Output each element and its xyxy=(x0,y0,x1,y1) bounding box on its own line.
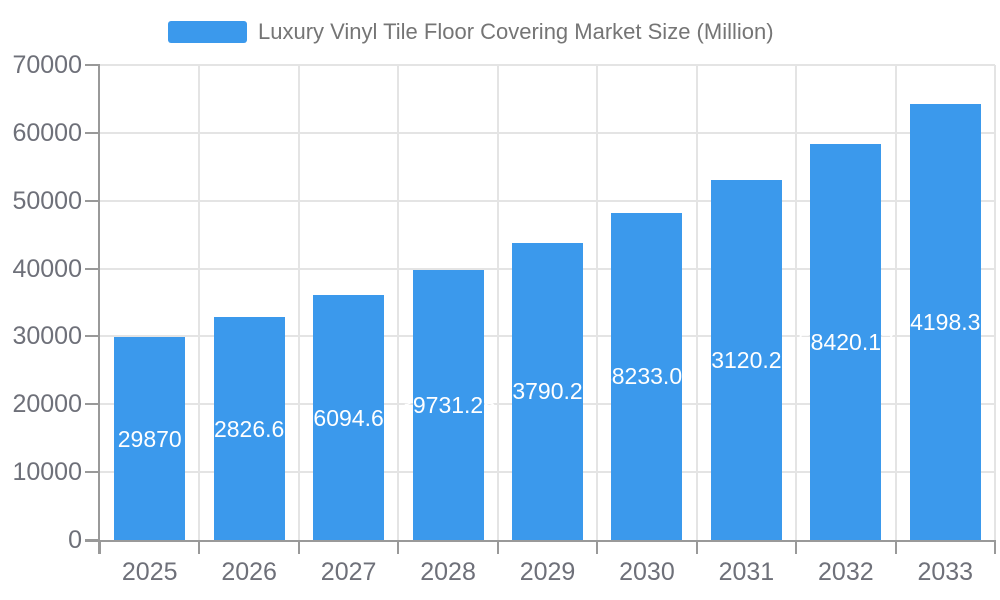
x-axis-label: 2025 xyxy=(121,558,178,586)
x-axis-label: 2031 xyxy=(718,558,775,586)
x-axis-label: 2027 xyxy=(320,558,377,586)
x-axis-label: 2028 xyxy=(420,558,476,586)
gridline-horizontal xyxy=(100,64,995,66)
x-axis-tick xyxy=(695,540,698,554)
gridline-vertical xyxy=(596,65,599,540)
gridline-vertical xyxy=(695,65,698,540)
gridline-vertical xyxy=(297,65,300,540)
x-axis-label: 2026 xyxy=(221,558,277,586)
y-axis-tick xyxy=(85,131,100,134)
gridline-vertical xyxy=(496,65,499,540)
x-axis-tick xyxy=(994,540,996,554)
gridline-vertical xyxy=(397,65,400,540)
x-axis-tick xyxy=(596,540,599,554)
y-axis-tick xyxy=(85,335,100,338)
bar-2025[interactable] xyxy=(114,337,186,540)
y-axis-label: 20000 xyxy=(12,390,82,419)
gridline-vertical xyxy=(994,65,996,540)
y-axis-label: 50000 xyxy=(12,186,82,215)
y-axis-label: 10000 xyxy=(12,458,82,487)
x-axis-tick xyxy=(99,540,101,554)
x-axis-label: 2030 xyxy=(619,558,675,586)
y-axis-label: 40000 xyxy=(12,254,82,283)
bar-2028[interactable] xyxy=(412,270,484,540)
bar-2032[interactable] xyxy=(810,143,882,540)
y-axis-label: 0 xyxy=(68,526,82,554)
bar-2030[interactable] xyxy=(611,212,683,540)
legend-swatch[interactable] xyxy=(168,21,247,43)
x-axis-line xyxy=(85,540,995,542)
x-axis-tick xyxy=(297,540,300,554)
bar-2026[interactable] xyxy=(213,317,285,540)
y-axis-tick xyxy=(85,403,100,406)
y-axis-tick xyxy=(85,199,100,202)
bar-2029[interactable] xyxy=(512,242,583,540)
y-axis-tick xyxy=(85,539,100,541)
bar-2031[interactable] xyxy=(710,179,782,540)
y-axis-tick xyxy=(85,471,100,474)
x-axis-label: 2033 xyxy=(917,558,974,586)
x-axis-label: 2029 xyxy=(519,558,576,586)
gridline-vertical xyxy=(795,65,798,540)
y-axis-label: 60000 xyxy=(12,118,82,147)
y-axis-line xyxy=(98,65,100,554)
bar-2027[interactable] xyxy=(313,295,385,540)
x-axis-tick xyxy=(894,540,897,554)
y-axis-tick xyxy=(85,64,100,66)
gridline-vertical xyxy=(198,65,201,540)
y-axis-tick xyxy=(85,267,100,270)
y-axis-label: 70000 xyxy=(12,51,82,79)
x-axis-tick xyxy=(496,540,499,554)
legend[interactable]: Luxury Vinyl Tile Floor Covering Market … xyxy=(168,20,774,44)
gridline-vertical xyxy=(894,65,897,540)
x-axis-label: 2032 xyxy=(818,558,874,586)
x-axis-tick xyxy=(397,540,400,554)
bar-2033[interactable] xyxy=(909,104,981,540)
gridline-horizontal xyxy=(100,199,995,202)
gridline-horizontal xyxy=(100,131,995,134)
y-axis-label: 30000 xyxy=(12,322,82,351)
x-axis-tick xyxy=(198,540,201,554)
x-axis-tick xyxy=(795,540,798,554)
legend-label[interactable]: Luxury Vinyl Tile Floor Covering Market … xyxy=(258,19,774,44)
